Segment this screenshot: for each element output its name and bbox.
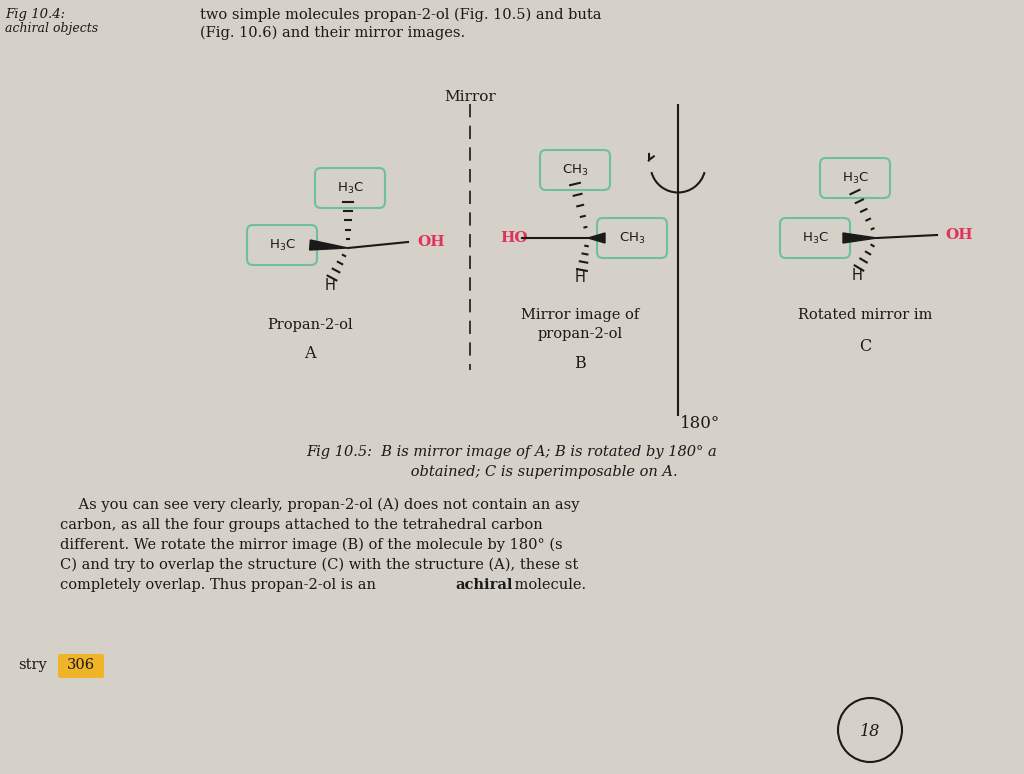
Text: $\mathrm{H_3C}$: $\mathrm{H_3C}$: [802, 231, 828, 245]
Text: H: H: [852, 269, 862, 283]
Text: 180°: 180°: [680, 415, 720, 432]
Polygon shape: [309, 240, 348, 250]
Text: C) and try to overlap the structure (C) with the structure (A), these st: C) and try to overlap the structure (C) …: [60, 558, 579, 573]
Text: $\mathrm{CH_3}$: $\mathrm{CH_3}$: [562, 163, 588, 177]
Text: B: B: [574, 355, 586, 372]
Text: stry: stry: [18, 658, 47, 672]
Text: Fig 10.5:  B is mirror image of A; B is rotated by 180° a: Fig 10.5: B is mirror image of A; B is r…: [306, 445, 718, 459]
Text: C: C: [859, 338, 871, 355]
Text: Mirror: Mirror: [444, 90, 496, 104]
Text: A: A: [304, 345, 315, 362]
Text: OH: OH: [945, 228, 973, 242]
FancyBboxPatch shape: [58, 654, 104, 678]
Text: two simple molecules propan-2-ol (Fig. 10.5) and buta: two simple molecules propan-2-ol (Fig. 1…: [200, 8, 601, 22]
Text: achiral: achiral: [455, 578, 512, 592]
Text: Fig 10.4:: Fig 10.4:: [5, 8, 66, 21]
Text: Propan-2-ol: Propan-2-ol: [267, 318, 353, 332]
Text: achiral objects: achiral objects: [5, 22, 98, 35]
Text: Rotated mirror im: Rotated mirror im: [798, 308, 932, 322]
Text: As you can see very clearly, propan-2-ol (A) does not contain an asy: As you can see very clearly, propan-2-ol…: [60, 498, 580, 512]
Text: H: H: [574, 270, 586, 286]
Text: carbon, as all the four groups attached to the tetrahedral carbon: carbon, as all the four groups attached …: [60, 518, 543, 532]
Text: Mirror image of: Mirror image of: [521, 308, 639, 322]
Polygon shape: [588, 233, 605, 243]
Text: $\mathrm{H_3C}$: $\mathrm{H_3C}$: [842, 170, 868, 186]
Text: (Fig. 10.6) and their mirror images.: (Fig. 10.6) and their mirror images.: [200, 26, 465, 40]
Text: different. We rotate the mirror image (B) of the molecule by 180° (s: different. We rotate the mirror image (B…: [60, 538, 562, 553]
Text: OH: OH: [417, 235, 444, 249]
Text: molecule.: molecule.: [510, 578, 586, 592]
Text: 18: 18: [860, 724, 880, 741]
Text: $\mathrm{CH_3}$: $\mathrm{CH_3}$: [618, 231, 645, 245]
Text: $\mathrm{H_3C}$: $\mathrm{H_3C}$: [268, 238, 296, 252]
Text: $\mathrm{H_3C}$: $\mathrm{H_3C}$: [337, 180, 364, 196]
Text: obtained; C is superimposable on A.: obtained; C is superimposable on A.: [346, 465, 678, 479]
Polygon shape: [843, 233, 877, 243]
Text: completely overlap. Thus propan-2-ol is an: completely overlap. Thus propan-2-ol is …: [60, 578, 381, 592]
Text: H: H: [325, 279, 336, 293]
Text: HO: HO: [500, 231, 527, 245]
Text: propan-2-ol: propan-2-ol: [538, 327, 623, 341]
Text: 306: 306: [67, 658, 95, 672]
